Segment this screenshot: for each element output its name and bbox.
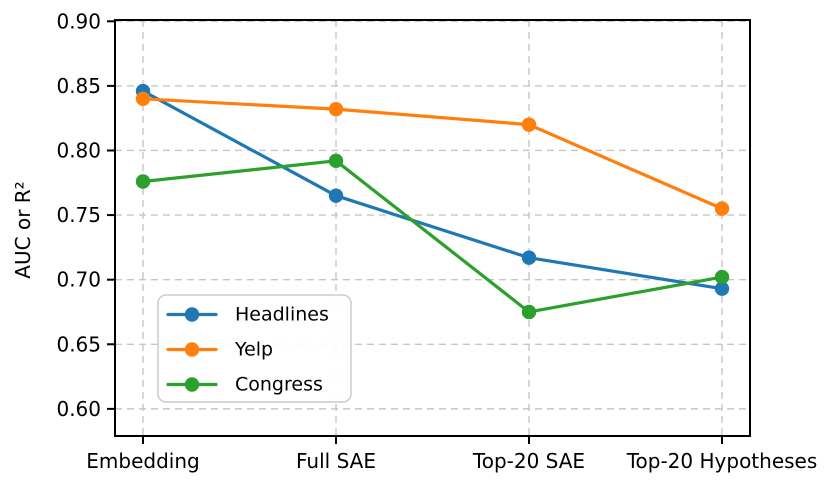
data-point-congress-top-20-sae [521, 304, 537, 320]
xtick-label-top-20-sae: Top-20 SAE [472, 449, 585, 473]
data-point-headlines-top-20-sae [521, 250, 537, 265]
axes-box [114, 19, 751, 437]
series-line-yelp [141, 97, 724, 211]
legend-marker-headlines [184, 307, 200, 322]
data-point-congress-embedding [135, 174, 151, 189]
xtick-label-full-sae: Full SAE [296, 449, 376, 473]
ytick-label-0.60: 0.60 [56, 397, 101, 421]
legend-box [157, 294, 352, 403]
legend-item-congress: Congress [166, 374, 323, 396]
legend-label-congress: Congress [235, 374, 323, 396]
ytick-label-0.80: 0.80 [56, 138, 101, 162]
y-axis-label: AUC or R² [11, 181, 35, 278]
ytick-label-0.90: 0.90 [56, 9, 101, 33]
ytick-label-0.75: 0.75 [56, 203, 101, 227]
ytick-label-0.85: 0.85 [56, 74, 101, 98]
legend-marker-congress [184, 377, 200, 392]
data-point-congress-top-20-hypotheses [714, 269, 730, 285]
legend-label-yelp: Yelp [234, 339, 273, 361]
data-point-yelp-top-20-sae [521, 117, 537, 132]
data-point-yelp-top-20-hypotheses [714, 201, 730, 216]
series-line-headlines [141, 89, 724, 291]
legend-label-headlines: Headlines [235, 304, 329, 326]
ytick-label-0.65: 0.65 [56, 332, 101, 356]
legend: Headlines Yelp Congress [157, 294, 352, 403]
ytick-label-0.70: 0.70 [56, 268, 101, 292]
xtick-label-top-20-hypotheses: Top-20 Hypotheses [626, 449, 818, 473]
series-yelp [135, 91, 730, 216]
gridlines [115, 20, 750, 436]
data-point-yelp-embedding [135, 91, 151, 107]
data-point-headlines-full-sae [328, 188, 344, 203]
data-point-congress-full-sae [328, 153, 344, 169]
xtick-label-embedding: Embedding [86, 449, 199, 473]
series-congress [135, 153, 730, 320]
legend-item-headlines: Headlines [166, 304, 329, 326]
series-headlines [135, 83, 730, 296]
series-line-congress [141, 159, 724, 314]
data-point-yelp-full-sae [328, 101, 344, 117]
legend-item-yelp: Yelp [166, 339, 273, 361]
tick-marks [107, 20, 723, 444]
data-point-headlines-top-20-hypotheses [714, 281, 730, 296]
legend-marker-yelp [184, 342, 200, 357]
